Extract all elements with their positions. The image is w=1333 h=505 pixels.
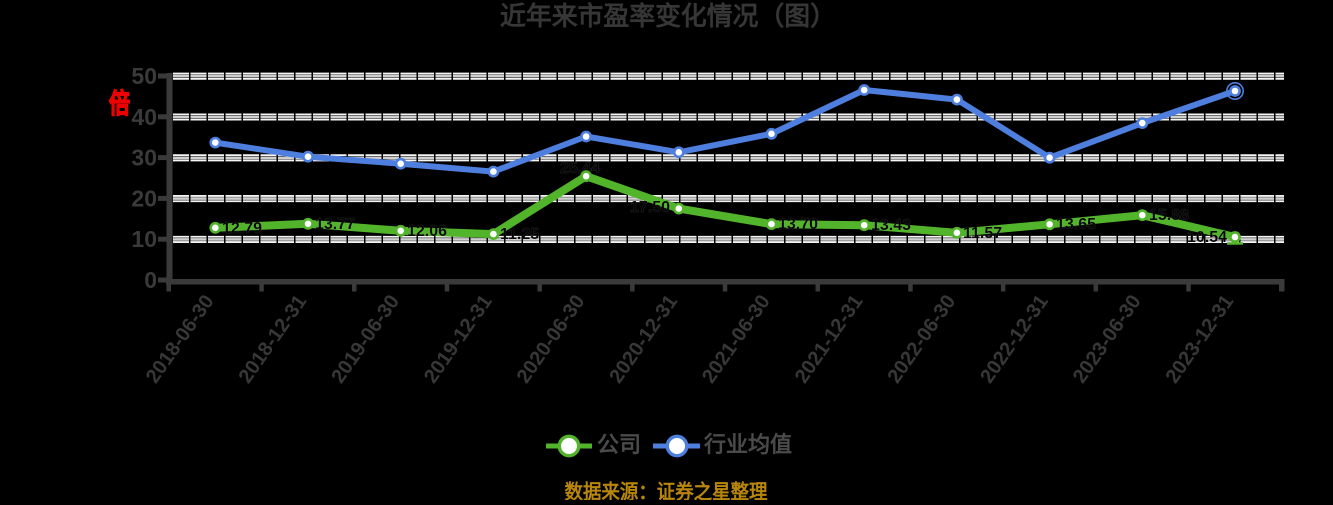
svg-text:25.44: 25.44 (560, 160, 600, 177)
svg-text:行业均值: 行业均值 (703, 432, 792, 457)
svg-text:公司: 公司 (597, 432, 641, 457)
svg-text:近年来市盈率变化情况（图）: 近年来市盈率变化情况（图） (500, 1, 836, 31)
svg-text:12.79: 12.79 (222, 220, 262, 237)
svg-text:13.43: 13.43 (871, 217, 911, 234)
svg-text:13.65: 13.65 (1056, 216, 1096, 233)
svg-text:12.06: 12.06 (407, 223, 447, 240)
svg-text:11.57: 11.57 (963, 225, 1002, 242)
svg-text:20: 20 (131, 185, 157, 211)
svg-text:13.70: 13.70 (778, 216, 818, 233)
svg-text:10: 10 (131, 226, 157, 252)
svg-text:17.50: 17.50 (630, 199, 670, 216)
svg-text:30: 30 (131, 145, 157, 171)
svg-text:11.25: 11.25 (500, 226, 539, 243)
svg-text:40: 40 (131, 104, 157, 130)
svg-text:13.77: 13.77 (315, 216, 355, 233)
svg-text:倍: 倍 (109, 88, 130, 119)
svg-text:10.54: 10.54 (1187, 229, 1227, 246)
svg-text:0: 0 (144, 267, 157, 293)
svg-text:数据来源：证券之星整理: 数据来源：证券之星整理 (565, 480, 768, 501)
svg-text:15.88: 15.88 (1149, 207, 1189, 224)
svg-text:50: 50 (131, 63, 157, 89)
